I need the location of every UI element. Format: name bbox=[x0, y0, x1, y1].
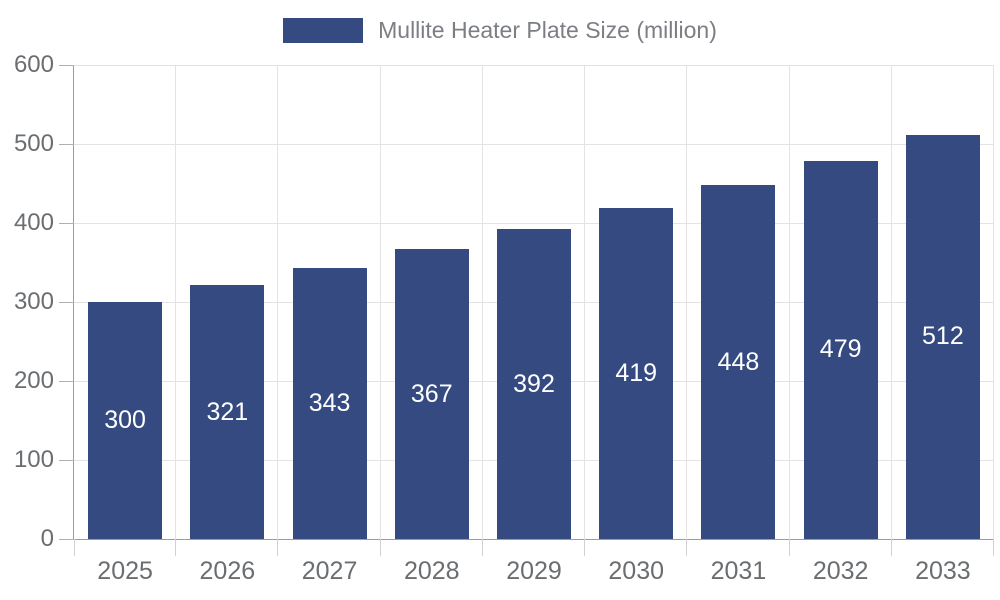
y-axis-tick bbox=[59, 223, 74, 224]
bar: 343 bbox=[292, 268, 367, 539]
y-tick-label: 300 bbox=[13, 288, 54, 315]
x-tick-label: 2031 bbox=[710, 557, 767, 585]
plot-area: 300 321 343 367 392 419 448 479 512 0 100 200 300 40… bbox=[14, 51, 994, 585]
bar: 479 bbox=[803, 160, 878, 539]
x-axis-tick bbox=[74, 539, 75, 556]
bar-value-label: 392 bbox=[513, 369, 555, 398]
bar: 419 bbox=[599, 207, 674, 539]
x-axis-tick bbox=[379, 539, 381, 556]
y-tick-label: 600 bbox=[13, 51, 54, 78]
bar: 300 bbox=[88, 302, 163, 539]
bar: 448 bbox=[701, 185, 776, 539]
y-axis-tick bbox=[59, 65, 74, 66]
v-gridline bbox=[686, 65, 688, 539]
bar-value-label: 448 bbox=[717, 347, 760, 376]
x-tick-label: 2032 bbox=[812, 557, 869, 585]
x-tick-label: 2027 bbox=[301, 557, 358, 585]
y-axis-tick bbox=[59, 381, 74, 382]
bar-value-label: 300 bbox=[104, 406, 146, 434]
x-axis-tick bbox=[584, 539, 586, 556]
y-axis-tick bbox=[59, 460, 74, 461]
x-axis-tick bbox=[890, 539, 892, 556]
bar-value-label: 419 bbox=[615, 358, 658, 387]
v-gridline bbox=[481, 65, 483, 539]
y-axis-tick bbox=[59, 539, 74, 540]
x-axis-tick bbox=[175, 539, 177, 556]
h-gridline bbox=[74, 223, 994, 224]
h-gridline bbox=[74, 65, 994, 66]
bar: 367 bbox=[394, 249, 469, 539]
x-tick-label: 2025 bbox=[97, 557, 153, 585]
x-tick-label: 2028 bbox=[403, 557, 460, 585]
x-tick-label: 2029 bbox=[506, 557, 562, 585]
v-gridline bbox=[584, 65, 586, 539]
bar-value-label: 367 bbox=[410, 379, 453, 408]
v-gridline bbox=[993, 65, 994, 539]
bar: 512 bbox=[905, 134, 980, 539]
h-gridline bbox=[74, 144, 994, 145]
x-tick-label: 2033 bbox=[915, 557, 971, 585]
bar-value-label: 343 bbox=[308, 389, 351, 417]
bar-value-label: 479 bbox=[819, 335, 862, 364]
x-axis-tick bbox=[993, 539, 994, 556]
legend-swatch bbox=[283, 17, 364, 43]
x-axis-tick bbox=[277, 539, 279, 556]
bar-value-label: 321 bbox=[206, 397, 249, 426]
v-gridline bbox=[175, 65, 177, 539]
v-gridline bbox=[890, 65, 892, 539]
bar: 392 bbox=[497, 229, 571, 539]
bar: 321 bbox=[190, 285, 265, 539]
v-gridline bbox=[277, 65, 279, 539]
x-axis-tick bbox=[686, 539, 688, 556]
y-tick-label: 400 bbox=[13, 209, 54, 236]
x-tick-label: 2030 bbox=[608, 557, 665, 585]
x-axis-tick bbox=[481, 539, 483, 556]
x-tick-label: 2026 bbox=[199, 557, 256, 585]
x-axis-tick bbox=[788, 539, 790, 556]
y-axis-tick bbox=[59, 144, 74, 145]
y-tick-label: 0 bbox=[40, 525, 54, 552]
v-gridline bbox=[788, 65, 790, 539]
bar-value-label: 512 bbox=[922, 322, 964, 351]
legend-label: Mullite Heater Plate Size (million) bbox=[378, 16, 717, 43]
y-tick-label: 200 bbox=[13, 367, 54, 394]
y-tick-label: 500 bbox=[13, 130, 54, 157]
legend: Mullite Heater Plate Size (million) bbox=[0, 14, 1000, 46]
y-axis-tick bbox=[59, 302, 74, 303]
y-tick-label: 100 bbox=[13, 446, 54, 473]
v-gridline bbox=[379, 65, 381, 539]
